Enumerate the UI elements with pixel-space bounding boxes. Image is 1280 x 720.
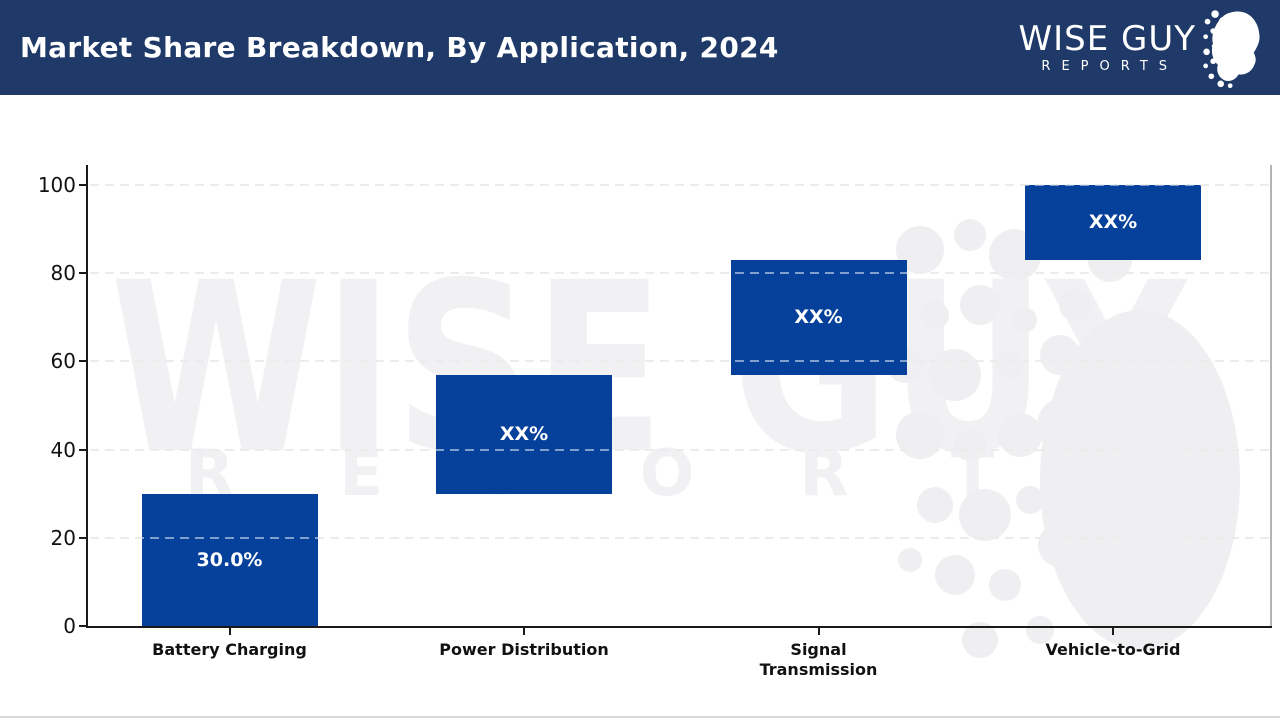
- y-tick-80: [79, 272, 86, 275]
- gridline-overlay-40: [90, 448, 1272, 451]
- y-tick-0: [79, 625, 86, 627]
- bar-signal-transmission: XX%: [730, 259, 907, 375]
- brand-face-icon: [1203, 10, 1260, 89]
- y-tick-label-20: 20: [50, 525, 76, 550]
- y-tick-60: [79, 360, 86, 363]
- x-tick-3: [1112, 628, 1114, 635]
- bar-value-label-signal-transmission: XX%: [794, 306, 843, 329]
- bar-vehicle-to-grid: XX%: [1025, 185, 1201, 260]
- y-tick-label-100: 100: [37, 173, 76, 197]
- brand-subtitle: REPORTS: [1041, 59, 1179, 75]
- x-category-label-3: Vehicle-to-Grid: [1045, 640, 1181, 659]
- bar-battery-charging: 30.0%: [141, 493, 318, 626]
- y-tick-label-40: 40: [50, 437, 76, 462]
- gridline-overlay-80: [90, 272, 1272, 275]
- header-bar: Market Share Breakdown, By Application, …: [0, 0, 1280, 95]
- y-tick-100: [79, 184, 86, 186]
- page-title: Market Share Breakdown, By Application, …: [20, 31, 779, 64]
- brand-logo: WISE GUY REPORTS: [1018, 4, 1266, 92]
- gridline-overlay-100: [90, 184, 1272, 186]
- gridline-overlay-60: [90, 360, 1272, 363]
- y-tick-label-60: 60: [50, 349, 76, 374]
- x-tick-2: [817, 628, 820, 635]
- y-tick-40: [79, 448, 86, 451]
- x-category-label-2: Signal Transmission: [759, 640, 878, 679]
- footer-divider: [0, 716, 1280, 718]
- y-axis-line: [86, 165, 88, 628]
- bar-power-distribution: XX%: [436, 374, 612, 494]
- brand-name: WISE GUY: [1018, 18, 1196, 59]
- right-spine: [1270, 165, 1272, 628]
- x-axis-line: [86, 626, 1272, 628]
- gridline-overlay-20: [90, 536, 1272, 539]
- bar-value-label-power-distribution: XX%: [499, 423, 549, 446]
- x-tick-0: [228, 628, 231, 635]
- x-tick-1: [523, 628, 525, 635]
- bar-value-label-vehicle-to-grid: XX%: [1088, 211, 1138, 234]
- x-category-label-1: Power Distribution: [439, 640, 609, 659]
- brand-logo-text: WISE GUY REPORTS: [1018, 18, 1196, 75]
- y-tick-label-80: 80: [50, 261, 76, 286]
- x-category-label-0: Battery Charging: [152, 640, 307, 659]
- y-tick-label-0: 0: [63, 614, 76, 638]
- bar-value-label-battery-charging: 30.0%: [196, 548, 263, 571]
- y-tick-20: [79, 536, 86, 539]
